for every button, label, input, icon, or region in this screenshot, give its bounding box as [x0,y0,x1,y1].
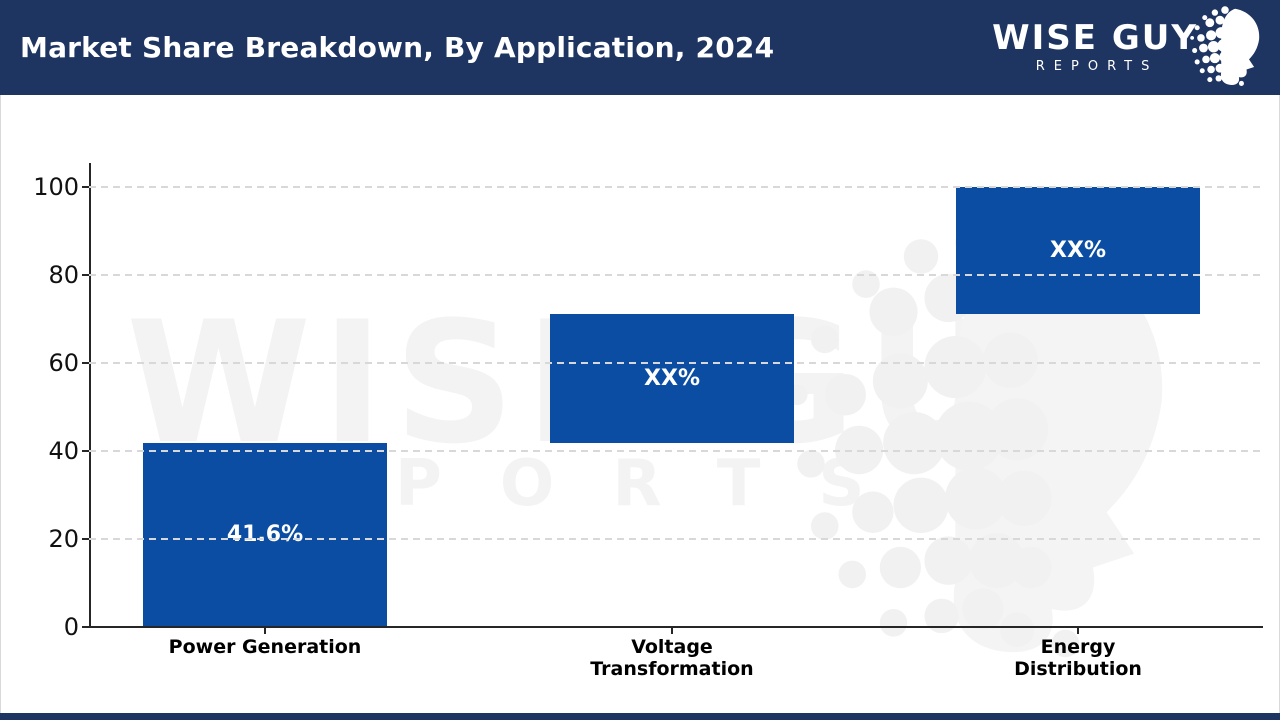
logo-wordmark: WISE GUY [992,18,1198,58]
wiseguy-face-icon [1190,5,1260,86]
y-tick-label-20: 20 [48,524,79,553]
bar-segment: 41.6% [143,443,387,627]
y-tick-60 [82,361,89,364]
chart-area: WISE GUY REPORTS 0 20 40 60 80 100 41.6% Powe [0,95,1280,713]
y-tick-label-60: 60 [48,348,79,377]
bar-segment: XX% [956,186,1200,315]
y-tick-80 [82,273,89,276]
logo-subtitle: REPORTS [1035,59,1159,74]
category-label: Power Generation [168,636,362,658]
y-tick-20 [82,537,89,540]
wiseguy-logo-text: WISE GUY REPORTS [992,21,1198,74]
bar-value-label: 41.6% [226,522,304,548]
x-tick-0 [264,628,266,634]
y-tick-0 [82,625,89,628]
bar-value-label: XX% [644,366,700,392]
footer-accent-bar [0,713,1280,720]
category-label: Voltage Transformation [590,636,754,680]
gridline-80 [89,273,1263,276]
gridline-20 [89,537,1263,540]
gridline-100 [89,185,1263,188]
wiseguy-logo: WISE GUY REPORTS [992,5,1280,91]
header-banner: Market Share Breakdown, By Application, … [0,0,1280,95]
bar-segment: XX% [550,314,794,444]
y-tick-label-80: 80 [48,260,79,289]
x-tick-1 [671,628,673,634]
y-tick-label-100: 100 [33,172,79,201]
x-tick-2 [1077,628,1079,634]
gridline-60 [89,361,1263,364]
bar-value-label: XX% [1050,237,1106,263]
y-tick-40 [82,449,89,452]
page-title: Market Share Breakdown, By Application, … [20,31,775,64]
gridline-40 [89,449,1263,452]
y-tick-label-40: 40 [48,436,79,465]
y-tick-100 [82,185,89,188]
y-tick-label-0: 0 [63,612,79,641]
category-label: Energy Distribution [1014,636,1142,680]
y-axis-line [89,163,91,628]
x-axis-line [89,626,1263,628]
